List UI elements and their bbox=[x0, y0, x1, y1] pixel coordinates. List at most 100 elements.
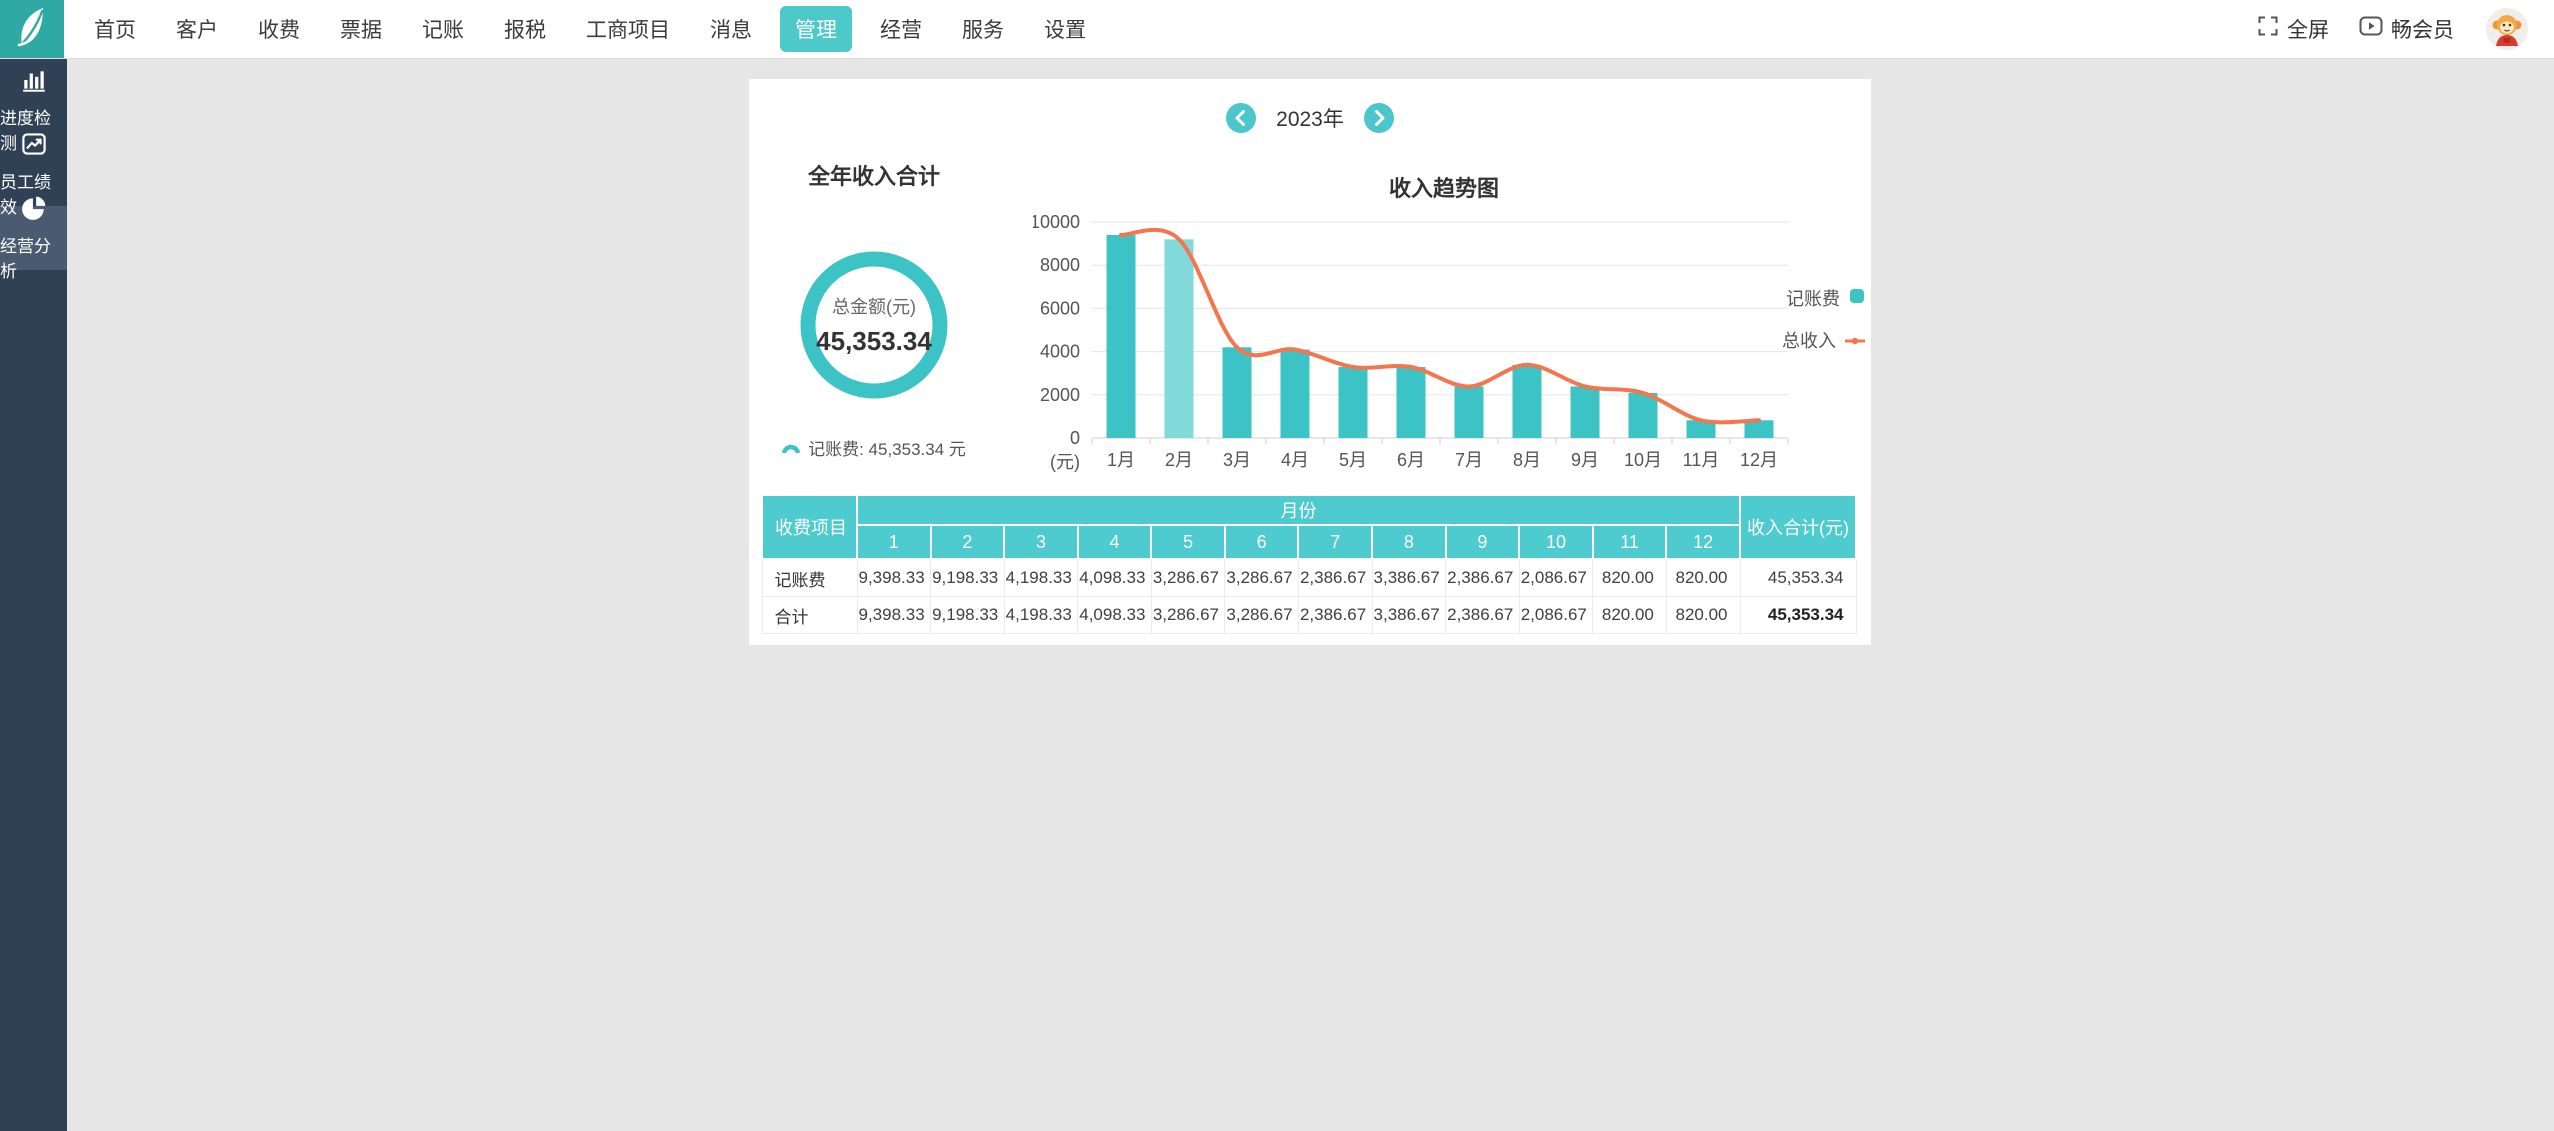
bar-series-legend-icon bbox=[1849, 288, 1865, 309]
col-header-month-2: 2 bbox=[929, 524, 1006, 560]
y-axis-tick-label: 2000 bbox=[1040, 385, 1080, 405]
cell-value: 3,286.67 bbox=[1224, 558, 1299, 597]
income-trend-chart[interactable]: 0 2000 4000 6000 8000 10000 (元) 1月 2月 3月 4月 5月 6月 7月 8… bbox=[1033, 209, 1855, 491]
cell-value: 9,398.33 bbox=[856, 596, 932, 634]
col-header-month-1: 1 bbox=[856, 524, 932, 560]
nav-item-services[interactable]: 服务 bbox=[962, 19, 1004, 42]
cell-value: 3,386.67 bbox=[1371, 596, 1447, 634]
col-header-month-6: 6 bbox=[1223, 524, 1300, 560]
arc-legend-icon bbox=[782, 438, 800, 458]
trend-bar-4月[interactable] bbox=[1280, 349, 1310, 438]
nav-item-management[interactable]: 管理 bbox=[780, 6, 852, 52]
col-header-month-5: 5 bbox=[1150, 524, 1226, 560]
legend-item-line-series[interactable]: 总收入 bbox=[1782, 327, 1865, 353]
cell-value: 2,086.67 bbox=[1518, 558, 1594, 597]
x-axis-category-label: 11月 bbox=[1683, 450, 1720, 470]
cell-value: 3,286.67 bbox=[1224, 596, 1299, 634]
prev-year-button[interactable] bbox=[1226, 103, 1257, 133]
fullscreen-button[interactable]: 全屏 bbox=[2257, 14, 2329, 44]
sidebar-item-staff-performance[interactable]: 员工绩效 bbox=[0, 132, 67, 217]
trend-line[interactable] bbox=[1119, 228, 1761, 425]
donut-legend-text: 记账费: 45,353.34 元 bbox=[808, 440, 966, 459]
cell-value: 9,198.33 bbox=[930, 558, 1005, 597]
leaf-logo-icon bbox=[12, 5, 52, 54]
x-axis-category-label: 7月 bbox=[1455, 450, 1483, 470]
app-logo[interactable] bbox=[0, 0, 64, 58]
trend-bar-6月[interactable] bbox=[1396, 367, 1426, 438]
legend-line-label: 总收入 bbox=[1782, 331, 1836, 351]
cell-value: 2,386.67 bbox=[1297, 558, 1373, 597]
row-label: 记账费 bbox=[761, 558, 858, 597]
nav-item-fees[interactable]: 收费 bbox=[258, 19, 300, 42]
col-header-month-9: 9 bbox=[1444, 524, 1521, 560]
x-axis-category-label: 1月 bbox=[1107, 450, 1135, 470]
nav-item-settings[interactable]: 设置 bbox=[1044, 19, 1086, 42]
sidebar-item-business-analysis[interactable]: 经营分析 bbox=[0, 196, 67, 281]
col-header-item: 收费项目 bbox=[761, 494, 858, 560]
nav-item-business-projects[interactable]: 工商项目 bbox=[586, 19, 670, 42]
line-series-legend-icon bbox=[1845, 330, 1865, 351]
nav-item-operations[interactable]: 经营 bbox=[880, 19, 922, 42]
trend-bar-11月[interactable] bbox=[1686, 420, 1716, 438]
nav-item-home[interactable]: 首页 bbox=[94, 19, 136, 42]
member-label: 畅会员 bbox=[2391, 19, 2454, 42]
x-axis-category-label: 10月 bbox=[1624, 450, 1662, 470]
analysis-panel: 2023年 全年收入合计 总金额(元) 45,353.34 记账费: 45,35… bbox=[749, 79, 1871, 645]
cell-value: 9,398.33 bbox=[856, 558, 932, 597]
y-axis-tick-label: 10000 bbox=[1033, 212, 1080, 232]
x-axis-category-label: 6月 bbox=[1397, 450, 1425, 470]
cell-value: 820.00 bbox=[1592, 558, 1667, 597]
cell-value: 4,198.33 bbox=[1003, 596, 1079, 634]
cell-total: 45,353.34 bbox=[1739, 558, 1857, 597]
cell-total: 45,353.34 bbox=[1739, 596, 1857, 634]
play-video-icon bbox=[2359, 16, 2383, 42]
nav-item-bookkeeping[interactable]: 记账 bbox=[422, 19, 464, 42]
nav-item-tax-filing[interactable]: 报税 bbox=[504, 19, 546, 42]
year-label: 2023年 bbox=[1276, 108, 1344, 131]
next-year-button[interactable] bbox=[1363, 103, 1394, 133]
nav-item-invoices[interactable]: 票据 bbox=[340, 19, 382, 42]
trend-bar-5月[interactable] bbox=[1338, 367, 1368, 438]
legend-item-bar-series[interactable]: 记账费 bbox=[1782, 285, 1865, 311]
col-header-month-4: 4 bbox=[1076, 524, 1153, 560]
trend-bar-10月[interactable] bbox=[1628, 392, 1658, 438]
y-axis-unit-label: (元) bbox=[1050, 452, 1080, 472]
trend-bar-9月[interactable] bbox=[1570, 386, 1600, 438]
main-nav: 首页 客户 收费 票据 记账 报税 工商项目 消息 管理 经营 服务 设置 bbox=[74, 0, 1106, 58]
donut-legend[interactable]: 记账费: 45,353.34 元 bbox=[749, 435, 999, 460]
trend-bar-1月[interactable] bbox=[1106, 234, 1136, 438]
trend-bar-7月[interactable] bbox=[1454, 386, 1484, 438]
trend-chart-legend: 记账费 总收入 bbox=[1782, 285, 1865, 353]
trend-chart-title: 收入趋势图 bbox=[1388, 176, 1499, 201]
row-label: 合计 bbox=[761, 596, 858, 634]
fullscreen-label: 全屏 bbox=[2287, 19, 2329, 42]
x-axis-category-label: 4月 bbox=[1281, 450, 1309, 470]
cell-value: 3,286.67 bbox=[1150, 596, 1226, 634]
fullscreen-icon bbox=[2257, 15, 2279, 43]
col-header-month-11: 11 bbox=[1591, 524, 1668, 560]
line-chart-icon bbox=[21, 131, 47, 162]
sidebar-item-label: 进度检测 bbox=[0, 108, 51, 153]
col-header-month-12: 12 bbox=[1665, 524, 1741, 560]
nav-item-customers[interactable]: 客户 bbox=[176, 19, 218, 42]
trend-bar-2月[interactable] bbox=[1164, 239, 1194, 438]
member-button[interactable]: 畅会员 bbox=[2359, 14, 2454, 44]
sidebar: 进度检测 员工绩效 经营分析 bbox=[0, 58, 67, 1131]
cell-value: 3,286.67 bbox=[1150, 558, 1226, 597]
x-axis-category-label: 12月 bbox=[1740, 450, 1778, 470]
x-axis-category-label: 8月 bbox=[1513, 450, 1541, 470]
trend-bar-12月[interactable] bbox=[1744, 420, 1774, 438]
donut-center-label: 总金额(元) bbox=[832, 297, 916, 317]
cell-value: 3,386.67 bbox=[1371, 558, 1447, 597]
trend-bar-3月[interactable] bbox=[1222, 347, 1252, 438]
table-row-记账费: 记账费 9,398.33 9,198.33 4,198.33 4,098.33 3,286… bbox=[761, 558, 1857, 597]
x-axis-category-label: 3月 bbox=[1223, 450, 1251, 470]
donut-chart[interactable]: 总金额(元) 45,353.34 bbox=[786, 237, 962, 413]
trend-chart-pane: 收入趋势图 0 2000 4000 6000 8000 10000 (元) 1月 2月 3月 4月 5… bbox=[1033, 171, 1855, 491]
sidebar-item-progress-check[interactable]: 进度检测 bbox=[0, 70, 67, 153]
y-axis-tick-label: 6000 bbox=[1040, 298, 1080, 318]
user-avatar[interactable] bbox=[2486, 8, 2528, 50]
x-axis-category-label: 9月 bbox=[1571, 450, 1599, 470]
nav-item-messages[interactable]: 消息 bbox=[710, 19, 752, 42]
trend-bar-8月[interactable] bbox=[1512, 364, 1542, 438]
